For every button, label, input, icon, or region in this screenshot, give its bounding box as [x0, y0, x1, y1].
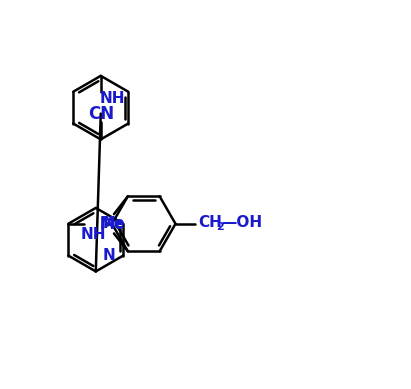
Text: NH: NH	[100, 91, 125, 106]
Text: CN: CN	[88, 105, 114, 123]
Text: —OH: —OH	[221, 215, 262, 230]
Text: NH: NH	[80, 227, 106, 242]
Text: Me: Me	[99, 216, 125, 231]
Text: CH: CH	[199, 215, 222, 230]
Text: N: N	[103, 216, 115, 231]
Text: 2: 2	[216, 222, 224, 232]
Text: N: N	[103, 248, 115, 263]
Text: Me: Me	[99, 217, 125, 232]
